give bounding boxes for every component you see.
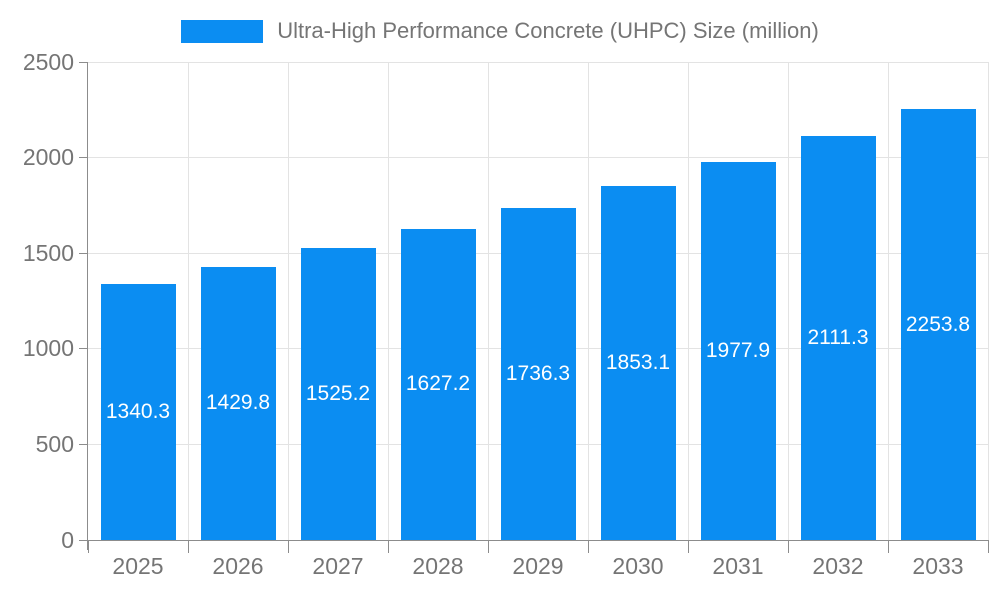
bar-value-label: 1429.8 — [205, 391, 271, 415]
x-axis-tick — [787, 541, 789, 553]
plot-area: 1340.3 1429.8 1525.2 1627.2 1736.3 1853.1 1977… — [79, 61, 989, 553]
legend-item-uhpc[interactable]: Ultra-High Performance Concrete (UHPC) S… — [181, 18, 819, 44]
bar[interactable]: 1627.2 — [400, 228, 476, 540]
x-axis-tick — [387, 541, 389, 553]
x-axis-tick — [187, 541, 189, 553]
legend-label: Ultra-High Performance Concrete (UHPC) S… — [277, 18, 819, 43]
gridline-vertical — [687, 62, 689, 540]
x-axis-tick — [587, 541, 589, 553]
x-axis-tick — [87, 541, 89, 553]
x-axis-tick-label: 2032 — [812, 553, 864, 579]
y-axis-tick — [79, 348, 87, 350]
gridline-vertical — [187, 62, 189, 540]
bar[interactable]: 1853.1 — [600, 185, 676, 540]
gridline-vertical — [887, 62, 889, 540]
bar[interactable]: 2111.3 — [800, 136, 876, 540]
bar-value-label: 1977.9 — [705, 338, 771, 362]
legend-swatch-icon — [181, 19, 264, 43]
x-axis-tick — [287, 541, 289, 553]
gridline-vertical — [587, 62, 589, 540]
x-axis-tick — [487, 541, 489, 553]
y-axis-tick — [79, 252, 87, 254]
y-axis-tick-label: 2000 — [22, 144, 74, 171]
x-axis-tick-label: 2027 — [312, 553, 364, 579]
gridline-vertical — [487, 62, 489, 540]
x-axis-tick-label: 2033 — [912, 553, 964, 579]
y-axis-tick — [79, 61, 87, 63]
x-axis-tick-label: 2025 — [112, 553, 164, 579]
bar-value-label: 2111.3 — [807, 326, 869, 350]
x-axis-tick-label: 2028 — [412, 553, 464, 579]
y-axis-tick-label: 500 — [35, 430, 74, 457]
gridline-vertical — [987, 62, 989, 540]
x-axis-line — [79, 540, 989, 541]
gridline-horizontal — [88, 61, 988, 63]
y-axis-line — [87, 62, 88, 550]
gridline-vertical — [287, 62, 289, 540]
gridline-vertical — [787, 62, 789, 540]
gridline-vertical — [387, 62, 389, 540]
y-axis-tick — [79, 443, 87, 445]
bar[interactable]: 1429.8 — [200, 266, 276, 540]
bar-value-label: 1853.1 — [605, 350, 671, 374]
x-axis-tick — [887, 541, 889, 553]
bar-value-label: 1525.2 — [305, 382, 371, 406]
x-axis-tick-label: 2029 — [512, 553, 564, 579]
x-axis-tick-label: 2031 — [712, 553, 764, 579]
y-axis-tick-label: 1500 — [22, 239, 74, 266]
y-axis-tick-label: 2500 — [22, 48, 74, 75]
bar-value-label: 1736.3 — [505, 362, 571, 386]
gridline-horizontal — [88, 157, 988, 159]
y-axis-tick — [79, 539, 87, 541]
bar-value-label: 1340.3 — [105, 399, 171, 423]
x-axis-tick-label: 2030 — [612, 553, 664, 579]
y-axis-tick-label: 1000 — [22, 335, 74, 362]
y-axis-tick-label: 0 — [61, 526, 74, 553]
bar[interactable]: 1525.2 — [300, 248, 376, 540]
bar-value-label: 2253.8 — [905, 312, 971, 336]
x-axis-tick-label: 2026 — [212, 553, 264, 579]
bar[interactable]: 1977.9 — [700, 161, 776, 540]
chart-legend: Ultra-High Performance Concrete (UHPC) S… — [0, 18, 1000, 44]
y-axis-tick — [79, 157, 87, 159]
x-axis-tick — [987, 541, 989, 553]
bar[interactable]: 1736.3 — [500, 208, 576, 540]
bar[interactable]: 1340.3 — [100, 283, 176, 540]
x-axis-tick — [687, 541, 689, 553]
bar-value-label: 1627.2 — [405, 372, 471, 396]
bar[interactable]: 2253.8 — [900, 109, 976, 540]
